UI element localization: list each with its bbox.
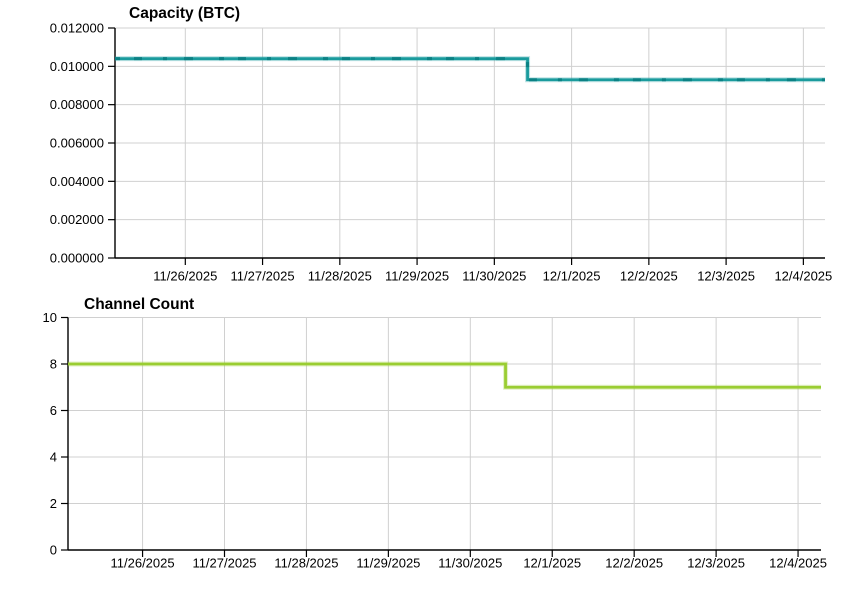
channel-count-x-tick-label: 11/29/2025 [356,556,420,571]
capacity-chart-title: Capacity (BTC) [129,5,241,22]
channel-count-line-halo [68,361,821,390]
capacity-y-tick-label: 0.002000 [50,212,104,227]
channel-count-x-tick-label: 12/4/2025 [769,556,827,571]
channel-count-x-tick-label: 11/27/2025 [192,556,256,571]
channel-count-y-tick-label: 2 [50,496,57,511]
channel-count-x-tick-label: 11/30/2025 [438,556,502,571]
channel-count-y-tick-label: 0 [50,543,57,558]
capacity-btc-marker-dashes [115,57,825,82]
capacity-btc-line [115,57,825,82]
channel-count-x-tick-label: 12/2/2025 [605,556,663,571]
channel-count-y-tick-label: 6 [50,403,57,418]
capacity-x-tick-label: 11/29/2025 [385,269,449,284]
capacity-y-tick-label: 0.004000 [50,174,104,189]
capacity-x-tick-label: 11/30/2025 [462,269,526,284]
channel-count-y-tick-label: 10 [43,310,57,325]
channel-count-x-tick-label: 12/3/2025 [687,556,745,571]
channel-count-y-tick-label: 8 [50,357,57,372]
capacity-x-tick-label: 12/1/2025 [543,269,601,284]
capacity-x-tick-label: 12/2/2025 [620,269,678,284]
channel-count-x-tick-label: 11/26/2025 [111,556,175,571]
capacity-y-tick-label: 0.006000 [50,136,104,151]
capacity-y-tick-label: 0.012000 [50,21,104,36]
capacity-y-tick-label: 0.000000 [50,251,104,266]
channel-count-x-tick-label: 11/28/2025 [274,556,338,571]
capacity-x-tick-label: 12/4/2025 [774,269,832,284]
channel-count-y-tick-label: 4 [50,450,57,465]
capacity-x-tick-label: 11/26/2025 [153,269,217,284]
capacity-btc-line-halo [115,56,825,83]
channel-count-chart-title: Channel Count [84,296,195,313]
channel-count-line [68,362,821,389]
capacity-x-tick-label: 11/27/2025 [231,269,295,284]
capacity-y-tick-label: 0.008000 [50,97,104,112]
channel-count-x-tick-label: 12/1/2025 [523,556,581,571]
capacity-y-tick-label: 0.010000 [50,59,104,74]
capacity-x-tick-label: 12/3/2025 [697,269,755,284]
capacity-x-tick-label: 11/28/2025 [308,269,372,284]
